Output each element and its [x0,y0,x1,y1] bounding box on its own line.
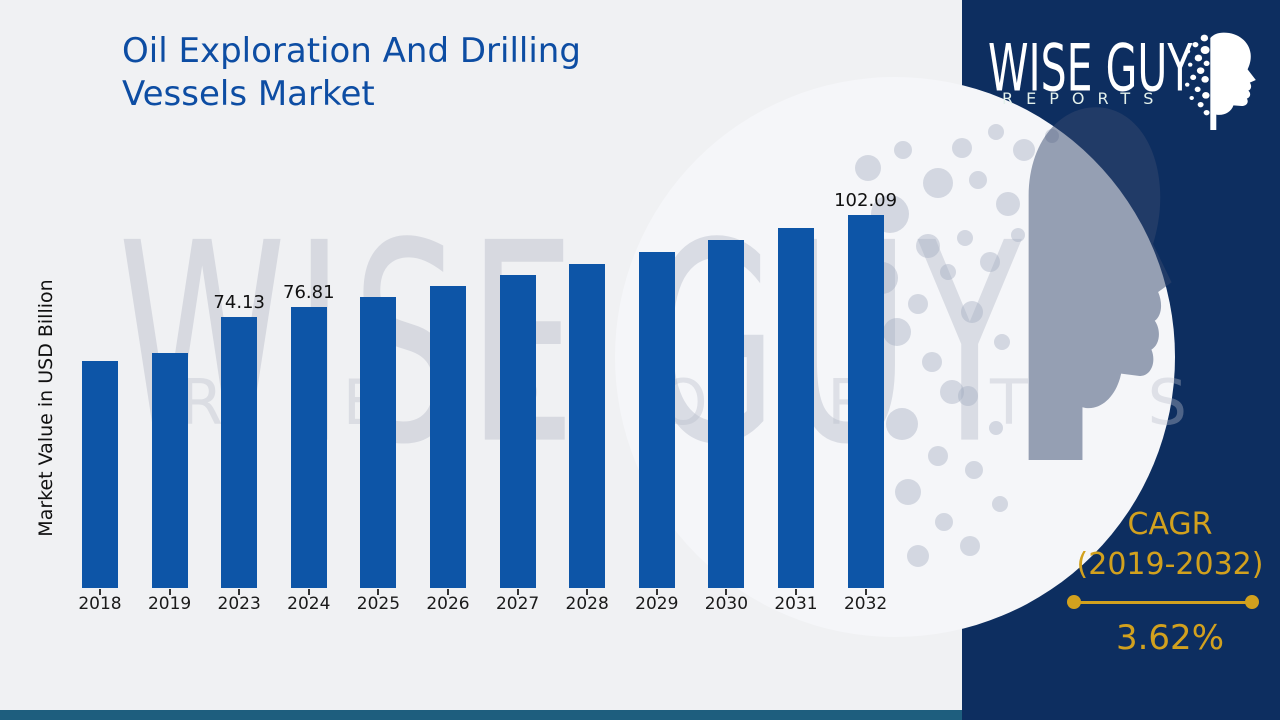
bar-2025 [360,296,397,588]
value-label-2023: 74.13 [213,291,265,313]
value-label-2032: 102.09 [834,189,898,211]
cagr-value: 3.62% [1115,618,1224,658]
x-axis-label-2032: 2032 [843,594,888,614]
bar-2018 [82,361,118,588]
brand-logo-subtitle: REPORTS [1002,89,1167,108]
x-axis-tick [586,589,589,595]
bar-2027 [499,275,536,588]
x-axis-label-2019: 2019 [147,594,192,614]
footer-accent-bar [0,710,962,720]
divider-dot-left [1067,595,1081,609]
x-axis-tick [238,589,241,595]
bar-2026 [430,286,466,588]
brand-face-profile-icon [1184,32,1256,130]
x-axis-tick [725,589,728,595]
bar-2028 [569,264,606,588]
x-axis-label-2028: 2028 [565,594,609,614]
brand-logo-wordmark: WISE GUY [988,30,1193,107]
page-title-line2: Vessels Market [122,74,375,114]
x-axis-label-2031: 2031 [774,594,818,614]
cagr-label: CAGR [1127,507,1213,542]
bar-2030 [708,240,745,588]
x-axis-label-2030: 2030 [704,594,749,614]
x-axis-label-2029: 2029 [635,594,679,614]
x-axis-tick [99,589,101,595]
cagr-divider [1067,595,1259,609]
bar-2023 [221,316,258,588]
x-axis-tick [377,589,380,595]
x-axis-tick [655,589,658,595]
page-title-line1: Oil Exploration And Drilling [122,31,581,71]
bar-2029 [638,252,675,588]
x-axis-label-2024: 2024 [287,594,331,614]
bar-2032 [847,214,884,588]
bar-2024 [290,307,327,588]
x-axis-label-2026: 2026 [426,594,470,614]
x-axis-label-2027: 2027 [495,594,540,614]
cagr-period: (2019-2032) [1076,547,1264,582]
divider-dot-right [1245,595,1259,609]
bar-2031 [778,227,814,588]
x-axis-tick [447,589,449,595]
x-axis-label-2025: 2025 [356,594,401,614]
page-title: Oil Exploration And Drilling Vessels Mar… [122,30,581,116]
x-axis-label-2018: 2018 [78,594,122,614]
x-axis-tick [795,589,797,595]
brand-logo: WISE GUY REPORTS [985,28,1275,130]
x-axis-tick [168,589,171,595]
cagr-block: CAGR (2019-2032) 3.62% [1060,505,1280,658]
bar-2019 [151,352,188,588]
x-axis-label-2023: 2023 [217,594,261,614]
x-axis-tick [307,589,310,595]
x-axis-tick [864,589,867,595]
x-axis-tick [516,589,519,595]
value-label-2024: 76.81 [283,282,335,304]
